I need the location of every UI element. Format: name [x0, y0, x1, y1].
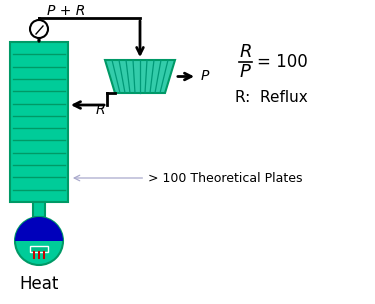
Circle shape [15, 217, 63, 265]
Text: P + R: P + R [47, 4, 86, 18]
Circle shape [30, 20, 48, 38]
Text: Heat: Heat [20, 275, 58, 293]
Bar [10, 42, 68, 202]
Text: R: R [95, 103, 105, 117]
Text: R: R [240, 43, 252, 61]
Text: = 100: = 100 [257, 53, 308, 71]
Bar [30, 247, 48, 252]
Text: > 100 Theoretical Plates: > 100 Theoretical Plates [74, 171, 303, 185]
Polygon shape [105, 60, 175, 93]
Bar [33, 202, 45, 217]
Text: P: P [201, 70, 209, 84]
Text: P: P [240, 63, 251, 81]
Text: R:  Reflux: R: Reflux [235, 91, 308, 105]
Wedge shape [15, 217, 63, 241]
